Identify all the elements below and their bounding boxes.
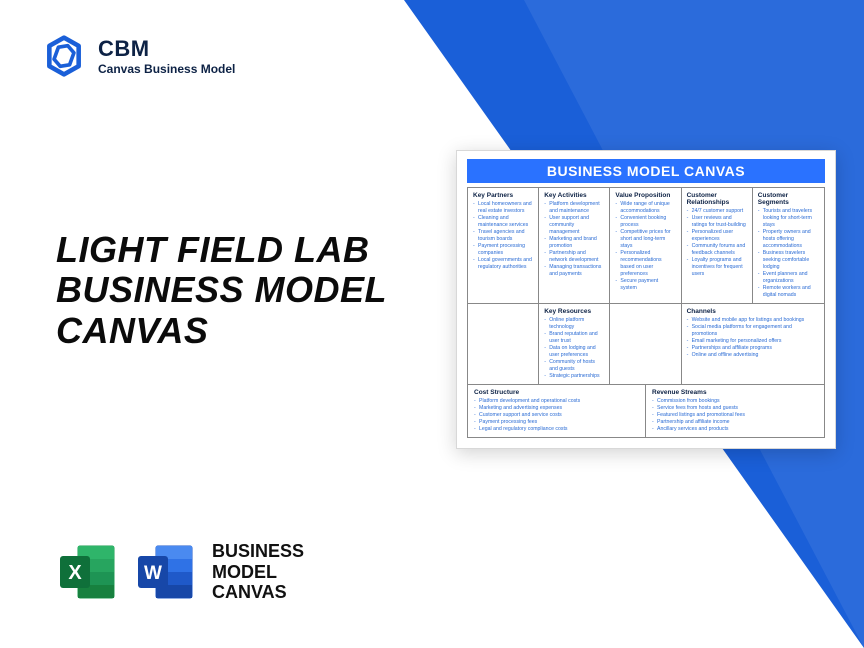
- list-item: Online and offline advertising: [687, 352, 819, 359]
- list-item: Event planners and organizations: [758, 271, 819, 285]
- heading-revenue-streams: Revenue Streams: [652, 389, 818, 396]
- heading-customer-segments: Customer Segments: [758, 192, 819, 206]
- cell-key-partners: Key Partners Local homeowners and real e…: [468, 188, 539, 303]
- svg-text:W: W: [144, 563, 162, 584]
- svg-text:X: X: [68, 562, 82, 584]
- excel-icon: X: [56, 540, 120, 604]
- list-item: Competitive prices for short and long-te…: [615, 229, 675, 250]
- list-item: Legal and regulatory compliance costs: [474, 426, 639, 433]
- heading-key-activities: Key Activities: [544, 192, 604, 199]
- empty-cell: [468, 304, 539, 384]
- footer-label-line3: CANVAS: [212, 582, 304, 603]
- page-title: LIGHT FIELD LAB BUSINESS MODEL CANVAS: [56, 230, 436, 351]
- heading-customer-relationships: Customer Relationships: [687, 192, 747, 206]
- list-item: Personalized user experiences: [687, 229, 747, 243]
- cell-revenue-streams: Revenue Streams Commission from bookings…: [646, 385, 824, 437]
- empty-cell: [610, 304, 681, 384]
- list-item: Platform development and maintenance: [544, 201, 604, 215]
- list-item: Personalized recommendations based on us…: [615, 250, 675, 278]
- cell-channels: Channels Website and mobile app for list…: [682, 304, 824, 384]
- list-item: Community of hosts and guests: [544, 359, 604, 373]
- list-item: Strategic partnerships: [544, 373, 604, 380]
- cell-key-resources: Key Resources Online platform technology…: [539, 304, 610, 384]
- list-item: Managing transactions and payments: [544, 264, 604, 278]
- list-item: Cleaning and maintenance services: [473, 215, 533, 229]
- list-item: Secure payment system: [615, 278, 675, 292]
- list-item: Online platform technology: [544, 317, 604, 331]
- brand-logo: CBM Canvas Business Model: [42, 34, 235, 78]
- list-item: Marketing and brand promotion: [544, 236, 604, 250]
- brand-abbr: CBM: [98, 36, 235, 62]
- heading-key-resources: Key Resources: [544, 308, 604, 315]
- footer-label-line2: MODEL: [212, 562, 304, 583]
- list-item: Commission from bookings: [652, 398, 818, 405]
- footer-label: BUSINESS MODEL CANVAS: [212, 541, 304, 603]
- list-item: Social media platforms for engagement an…: [687, 324, 819, 338]
- list-item: Email marketing for personalized offers: [687, 338, 819, 345]
- list-item: Business travelers seeking comfortable l…: [758, 250, 819, 271]
- canvas-mid-row: Key Resources Online platform technology…: [467, 303, 825, 384]
- list-item: Ancillary services and products: [652, 426, 818, 433]
- canvas-bottom-row: Cost Structure Platform development and …: [467, 384, 825, 438]
- heading-cost-structure: Cost Structure: [474, 389, 639, 396]
- list-item: User reviews and ratings for trust-build…: [687, 215, 747, 229]
- canvas-preview-card: BUSINESS MODEL CANVAS Key Partners Local…: [456, 150, 836, 449]
- word-icon: W: [134, 540, 198, 604]
- list-item: Payment processing companies: [473, 243, 533, 257]
- heading-value-proposition: Value Proposition: [615, 192, 675, 199]
- list-item: Customer support and service costs: [474, 412, 639, 419]
- list-item: Loyalty programs and incentives for freq…: [687, 257, 747, 278]
- cell-customer-segments: Customer Segments Tourists and travelers…: [753, 188, 824, 303]
- canvas-title: BUSINESS MODEL CANVAS: [467, 159, 825, 183]
- brand-subtitle: Canvas Business Model: [98, 62, 235, 76]
- footer-app-icons: X W BUSINESS MODEL CANVAS: [56, 540, 304, 604]
- list-item: 24/7 customer support: [687, 208, 747, 215]
- list-item: Travel agencies and tourism boards: [473, 229, 533, 243]
- list-item: Featured listings and promotional fees: [652, 412, 818, 419]
- list-item: Partnership and affiliate income: [652, 419, 818, 426]
- list-item: Wide range of unique accommodations: [615, 201, 675, 215]
- list-item: Platform development and operational cos…: [474, 398, 639, 405]
- list-item: Remote workers and digital nomads: [758, 285, 819, 299]
- cell-key-activities: Key Activities Platform development and …: [539, 188, 610, 303]
- cell-customer-relationships: Customer Relationships 24/7 customer sup…: [682, 188, 753, 303]
- list-item: Local governments and regulatory authori…: [473, 257, 533, 271]
- heading-channels: Channels: [687, 308, 819, 315]
- list-item: Marketing and advertising expenses: [474, 405, 639, 412]
- hex-logo-icon: [42, 34, 86, 78]
- list-item: Website and mobile app for listings and …: [687, 317, 819, 324]
- cell-cost-structure: Cost Structure Platform development and …: [468, 385, 646, 437]
- list-item: Brand reputation and user trust: [544, 331, 604, 345]
- footer-label-line1: BUSINESS: [212, 541, 304, 562]
- list-item: Property owners and hosts offering accom…: [758, 229, 819, 250]
- list-item: Data on lodging and user preferences: [544, 345, 604, 359]
- list-item: Payment processing fees: [474, 419, 639, 426]
- canvas-top-row: Key Partners Local homeowners and real e…: [467, 187, 825, 303]
- list-item: Partnership and network development: [544, 250, 604, 264]
- list-item: Convenient booking process: [615, 215, 675, 229]
- list-item: Tourists and travelers looking for short…: [758, 208, 819, 229]
- cell-value-proposition: Value Proposition Wide range of unique a…: [610, 188, 681, 303]
- heading-key-partners: Key Partners: [473, 192, 533, 199]
- list-item: Local homeowners and real estate investo…: [473, 201, 533, 215]
- list-item: Community forums and feedback channels: [687, 243, 747, 257]
- list-item: Service fees from hosts and guests: [652, 405, 818, 412]
- list-item: Partnerships and affiliate programs: [687, 345, 819, 352]
- list-item: User support and community management: [544, 215, 604, 236]
